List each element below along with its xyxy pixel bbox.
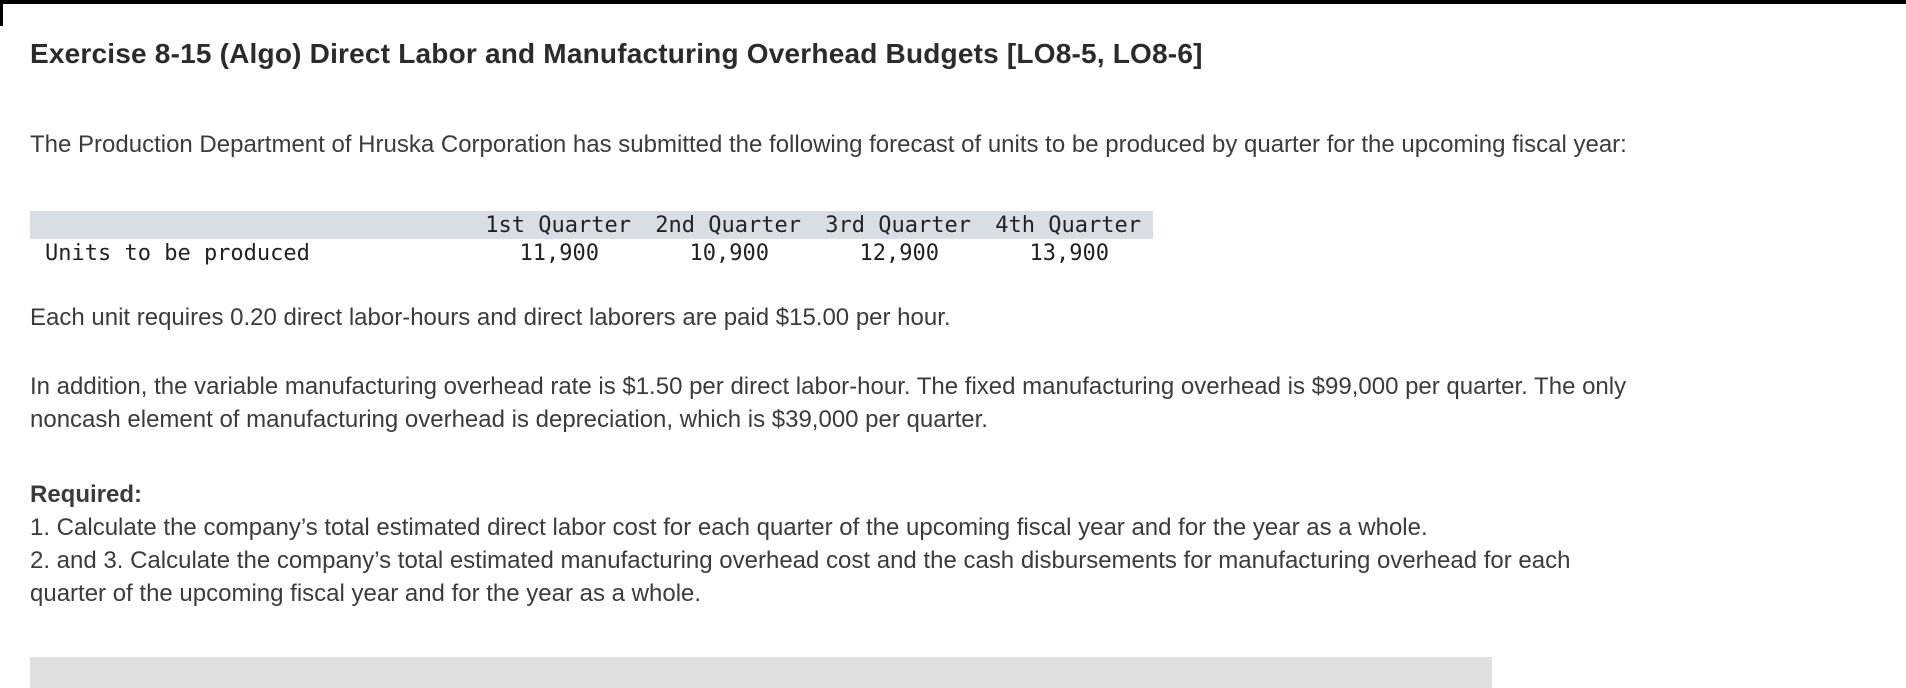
units-q1-value: 11,900	[519, 240, 599, 266]
column-header-q3: 3rd Quarter	[825, 212, 971, 238]
overhead-paragraph: In addition, the variable manufacturing …	[30, 373, 1627, 433]
exercise-title: Exercise 8-15 (Algo) Direct Labor and Ma…	[30, 38, 1203, 69]
table-header-row: 1st Quarter 2nd Quarter 3rd Quarter 4th …	[30, 211, 1153, 239]
column-header-q1: 1st Quarter	[485, 212, 631, 238]
table-row-units: Units to be produced 11,900 10,900 12,90…	[30, 239, 1153, 267]
window-left-border	[0, 0, 3, 26]
column-header-q4: 4th Quarter	[995, 212, 1141, 238]
row-label-units: Units to be produced	[45, 240, 310, 266]
window-top-border	[0, 0, 1906, 4]
instruction-banner: Complete this question by entering your …	[30, 657, 1492, 688]
instruction-banner-text: Complete this question by entering your …	[70, 685, 776, 688]
units-q3-value: 12,900	[859, 240, 939, 266]
required-section: Required: 1. Calculate the company’s tot…	[30, 478, 1630, 610]
column-header-q2: 2nd Quarter	[655, 212, 801, 238]
units-q2-value: 10,900	[689, 240, 769, 266]
units-forecast-table: 1st Quarter 2nd Quarter 3rd Quarter 4th …	[30, 211, 1153, 267]
required-item-1: 1. Calculate the company’s total estimat…	[30, 514, 1428, 541]
required-heading: Required:	[30, 481, 143, 508]
intro-paragraph: The Production Department of Hruska Corp…	[30, 131, 1627, 158]
required-item-2: 2. and 3. Calculate the company’s total …	[30, 547, 1571, 607]
units-q4-value: 13,900	[1029, 240, 1109, 266]
labor-paragraph: Each unit requires 0.20 direct labor-hou…	[30, 304, 951, 331]
